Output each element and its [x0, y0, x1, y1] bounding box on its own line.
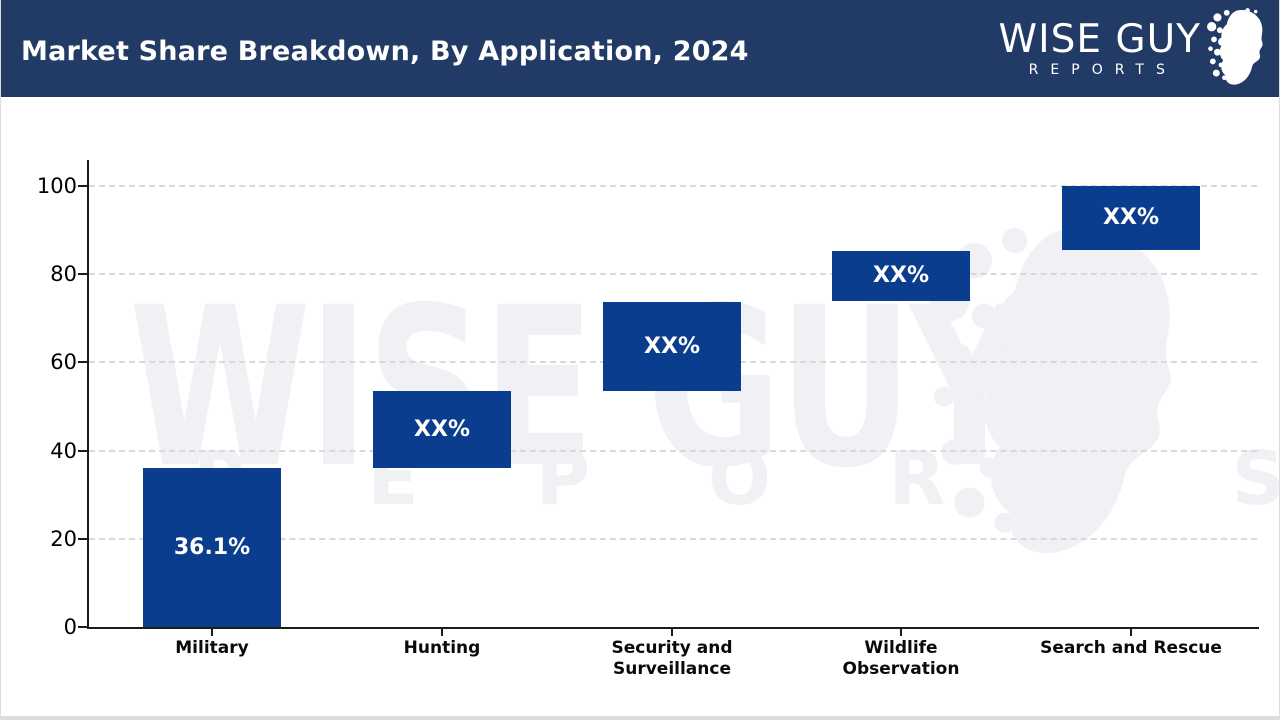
y-tick-label: 0: [63, 615, 77, 639]
y-tick-label: 100: [36, 174, 77, 198]
watermark-wordmark: WISE GUY: [129, 260, 1029, 516]
bar-segment: XX%: [603, 301, 741, 391]
x-category-label-line: Security and: [611, 638, 733, 658]
bar-value-label: XX%: [1103, 205, 1159, 231]
y-tick-mark: [78, 185, 87, 187]
y-tick-label: 20: [50, 526, 77, 551]
x-tick-mark: [900, 629, 902, 636]
y-tick-mark: [78, 626, 87, 628]
page-title: Market Share Breakdown, By Application, …: [21, 36, 749, 67]
bar-value-label: XX%: [414, 416, 470, 442]
bottom-border: [1, 716, 1279, 720]
y-tick-mark: [78, 273, 87, 276]
x-category-label-line: Military: [175, 638, 249, 658]
y-tick-mark: [78, 537, 87, 540]
logo-text: WISE GUY REPORTS: [999, 20, 1201, 78]
gridline: [89, 537, 1257, 540]
x-category-label: Security and Surveillance: [552, 638, 792, 680]
x-category-label: Military: [92, 638, 332, 659]
gridline: [89, 273, 1257, 276]
x-axis-line: [87, 627, 1259, 629]
x-category-label-line: Surveillance: [612, 659, 731, 679]
y-tick-mark: [78, 449, 87, 452]
wise-guy-logo: WISE GUY REPORTS: [999, 6, 1267, 92]
x-category-label: Wildlife Observation: [781, 638, 1021, 680]
x-category-label-line: Hunting: [403, 638, 481, 658]
logo-wordmark: WISE GUY: [998, 17, 1201, 62]
x-tick-mark: [1130, 629, 1132, 636]
bar-value-label: XX%: [873, 263, 929, 289]
y-tick-label: 60: [50, 350, 77, 375]
bar-value-label: XX%: [644, 333, 700, 359]
bar-segment: XX%: [832, 250, 970, 302]
x-category-label: Hunting: [322, 638, 562, 659]
x-category-label-line: Observation: [842, 659, 960, 679]
y-tick-mark: [78, 361, 87, 364]
x-tick-mark: [211, 629, 213, 636]
x-tick-mark: [671, 629, 673, 636]
y-tick-label: 80: [50, 262, 77, 287]
x-category-label-line: Search and Rescue: [1040, 638, 1222, 658]
bar-segment: XX%: [1062, 186, 1200, 250]
bar-segment: XX%: [373, 391, 511, 468]
gridline: [89, 185, 1257, 187]
gridline: [89, 449, 1257, 452]
x-category-label-line: Wildlife: [864, 638, 938, 658]
logo-subtitle: REPORTS: [1028, 62, 1177, 78]
header-bar: Market Share Breakdown, By Application, …: [1, 0, 1279, 97]
bar-segment: 36.1%: [143, 467, 281, 627]
bar-value-label: 36.1%: [173, 534, 251, 560]
x-category-label: Search and Rescue: [1011, 638, 1251, 659]
y-tick-label: 40: [50, 438, 77, 463]
x-tick-mark: [441, 629, 443, 636]
logo-face-icon: [1207, 8, 1263, 85]
y-axis-line: [87, 160, 89, 629]
